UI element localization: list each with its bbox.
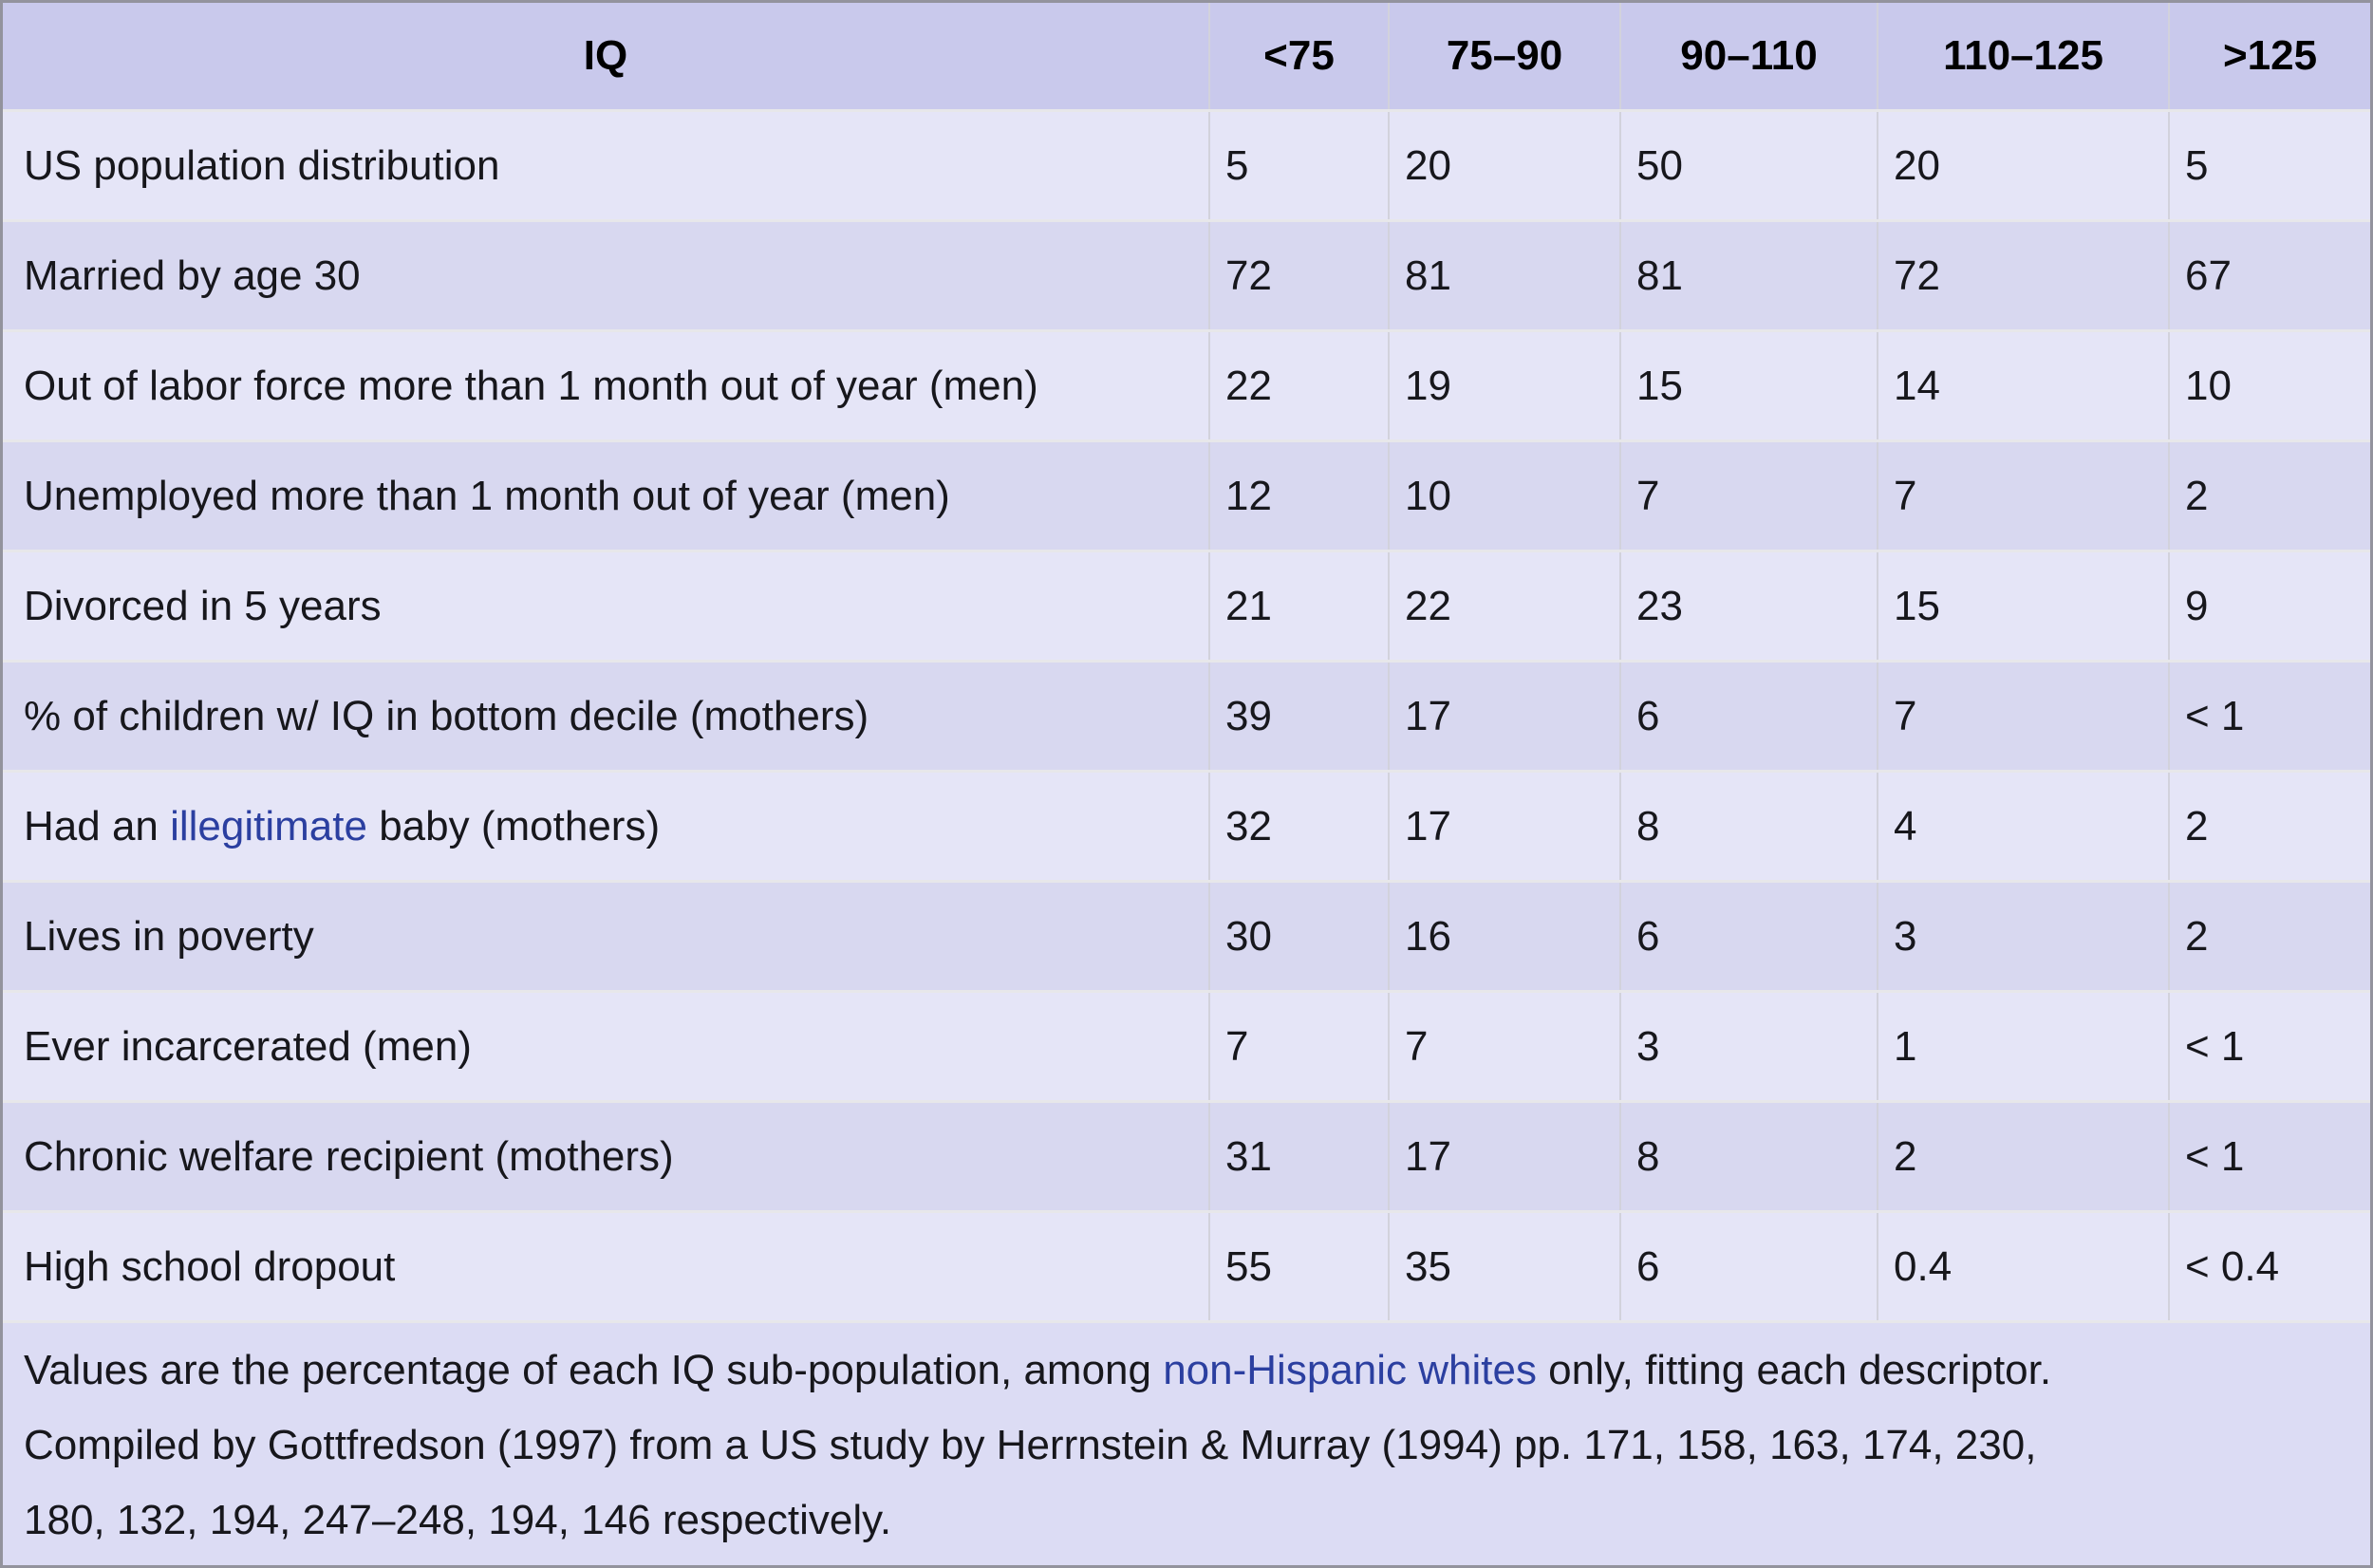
table-cell: < 0.4 — [2168, 1211, 2370, 1320]
table-cell: 81 — [1619, 220, 1878, 331]
table-cell: 6 — [1619, 881, 1878, 992]
table-cell: 5 — [1208, 110, 1389, 221]
row-label: Divorced in 5 years — [3, 551, 1209, 662]
table-cell: 12 — [1208, 440, 1389, 551]
table-cell: 7 — [1877, 440, 2169, 551]
table-row: Ever incarcerated (men) 7 7 3 1 < 1 — [3, 991, 2370, 1102]
row-label: Out of labor force more than 1 month out… — [3, 330, 1209, 441]
table-cell: 17 — [1388, 661, 1620, 772]
table-cell: 30 — [1208, 881, 1389, 992]
table-cell: 22 — [1388, 551, 1620, 662]
table-cell: 6 — [1619, 661, 1878, 772]
row-label: US population distribution — [3, 110, 1209, 221]
table-cell: 17 — [1388, 1101, 1620, 1212]
table-cell: 9 — [2168, 551, 2370, 662]
header-row: IQ <75 75–90 90–110 110–125 >125 — [3, 3, 2370, 111]
table-cell: < 1 — [2168, 1101, 2370, 1212]
row-label: Had an illegitimate baby (mothers) — [3, 771, 1209, 882]
table-cell: 5 — [2168, 110, 2370, 221]
row-label: Unemployed more than 1 month out of year… — [3, 440, 1209, 551]
table-cell: 22 — [1208, 330, 1389, 441]
table-cell: 7 — [1877, 661, 2169, 772]
table-cell: 6 — [1619, 1211, 1878, 1320]
table-cell: 3 — [1619, 991, 1878, 1102]
table-cell: 50 — [1619, 110, 1878, 221]
table-cell: 20 — [1877, 110, 2169, 221]
table-caption: Values are the percentage of each IQ sub… — [3, 1320, 2370, 1565]
table-cell: 72 — [1877, 220, 2169, 331]
table-cell: 19 — [1388, 330, 1620, 441]
table-cell: 2 — [2168, 440, 2370, 551]
table-row: % of children w/ IQ in bottom decile (mo… — [3, 661, 2370, 772]
row-label: High school dropout — [3, 1211, 1209, 1320]
table-cell: 3 — [1877, 881, 2169, 992]
table-cell: 39 — [1208, 661, 1389, 772]
column-header-iq: IQ — [3, 3, 1209, 111]
table-cell: 81 — [1388, 220, 1620, 331]
caption-text: only, fitting each descriptor. — [1536, 1347, 2052, 1393]
table-cell: 0.4 — [1877, 1211, 2169, 1320]
table-cell: 15 — [1619, 330, 1878, 441]
table-cell: 1 — [1877, 991, 2169, 1102]
table-cell: 14 — [1877, 330, 2169, 441]
table-row: High school dropout 55 35 6 0.4 < 0.4 — [3, 1211, 2370, 1320]
row-label: % of children w/ IQ in bottom decile (mo… — [3, 661, 1209, 772]
caption-text: 180, 132, 194, 247–248, 194, 146 respect… — [24, 1497, 892, 1543]
table-cell: 2 — [1877, 1101, 2169, 1212]
table-cell: 20 — [1388, 110, 1620, 221]
table-cell: 21 — [1208, 551, 1389, 662]
table-cell: 67 — [2168, 220, 2370, 331]
caption-text: Values are the percentage of each IQ sub… — [24, 1347, 1164, 1393]
illegitimate-link[interactable]: illegitimate — [170, 802, 367, 849]
table-cell: 17 — [1388, 771, 1620, 882]
row-label: Ever incarcerated (men) — [3, 991, 1209, 1102]
table-cell: 7 — [1208, 991, 1389, 1102]
table-row: Unemployed more than 1 month out of year… — [3, 440, 2370, 551]
table-cell: 7 — [1388, 991, 1620, 1102]
table-row: Had an illegitimate baby (mothers) 32 17… — [3, 771, 2370, 882]
row-label: Chronic welfare recipient (mothers) — [3, 1101, 1209, 1212]
table-cell: 2 — [2168, 771, 2370, 882]
table-cell: 2 — [2168, 881, 2370, 992]
column-header-90-110: 90–110 — [1619, 3, 1878, 111]
table-cell: 23 — [1619, 551, 1878, 662]
table-cell: 10 — [1388, 440, 1620, 551]
table-cell: 8 — [1619, 1101, 1878, 1212]
row-label-text: Had an — [24, 802, 171, 849]
table-row: Divorced in 5 years 21 22 23 15 9 — [3, 551, 2370, 662]
table-cell: < 1 — [2168, 661, 2370, 772]
row-label: Married by age 30 — [3, 220, 1209, 331]
column-header-110-125: 110–125 — [1877, 3, 2169, 111]
table-row: Married by age 30 72 81 81 72 67 — [3, 220, 2370, 331]
row-label: Lives in poverty — [3, 881, 1209, 992]
table-cell: 55 — [1208, 1211, 1389, 1320]
non-hispanic-whites-link[interactable]: non-Hispanic whites — [1163, 1347, 1537, 1393]
column-header-lt75: <75 — [1208, 3, 1389, 111]
caption-text: Compiled by Gottfredson (1997) from a US… — [24, 1422, 2037, 1468]
table-cell: 31 — [1208, 1101, 1389, 1212]
table-cell: 10 — [2168, 330, 2370, 441]
column-header-gt125: >125 — [2168, 3, 2370, 111]
iq-table: IQ <75 75–90 90–110 110–125 >125 US popu… — [3, 3, 2370, 1320]
table-row: US population distribution 5 20 50 20 5 — [3, 110, 2370, 221]
table-row: Lives in poverty 30 16 6 3 2 — [3, 881, 2370, 992]
table-row: Out of labor force more than 1 month out… — [3, 330, 2370, 441]
table-cell: 7 — [1619, 440, 1878, 551]
table-cell: 4 — [1877, 771, 2169, 882]
table-cell: < 1 — [2168, 991, 2370, 1102]
table-cell: 72 — [1208, 220, 1389, 331]
table-cell: 32 — [1208, 771, 1389, 882]
table-cell: 35 — [1388, 1211, 1620, 1320]
table-row: Chronic welfare recipient (mothers) 31 1… — [3, 1101, 2370, 1212]
table-cell: 15 — [1877, 551, 2169, 662]
row-label-text: baby (mothers) — [366, 802, 661, 849]
table-cell: 8 — [1619, 771, 1878, 882]
column-header-75-90: 75–90 — [1388, 3, 1620, 111]
table-cell: 16 — [1388, 881, 1620, 992]
